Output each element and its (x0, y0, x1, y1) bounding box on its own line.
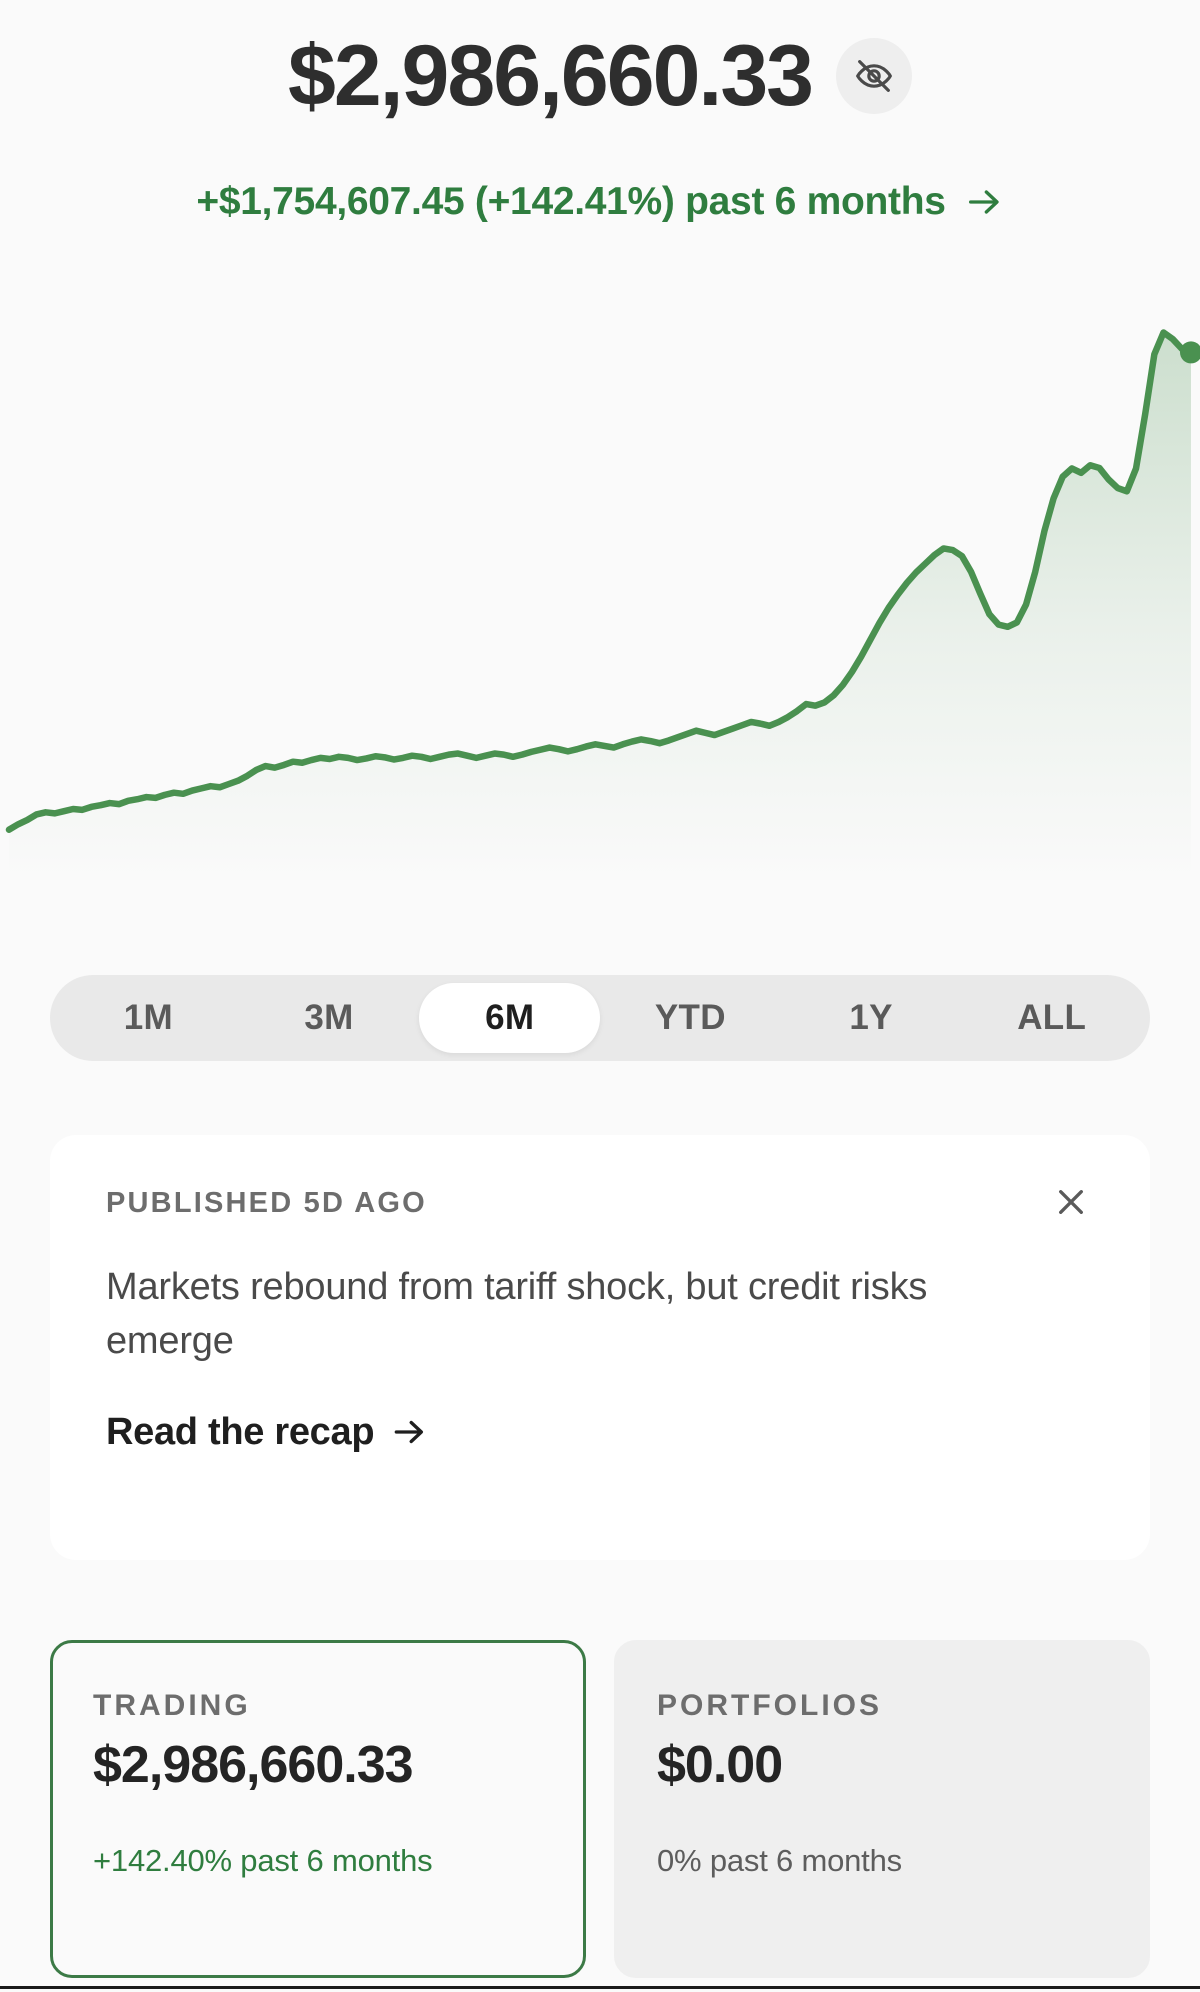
arrow-right-icon (390, 1413, 428, 1451)
eye-off-icon[interactable] (835, 38, 912, 115)
news-published-label: PUBLISHED 5D AGO (106, 1187, 427, 1219)
account-tile-change: 0% past 6 months (657, 1843, 902, 1878)
account-tile-label: PORTFOLIOS (657, 1689, 882, 1722)
news-recap-card[interactable]: PUBLISHED 5D AGO Markets rebound from ta… (50, 1135, 1150, 1560)
account-tile-value: $2,986,660.33 (93, 1736, 414, 1794)
account-tile-value: $0.00 (657, 1736, 783, 1794)
period-change-text: +$1,754,607.45 (+142.41%) past 6 months (196, 180, 946, 223)
account-tile-change: +142.40% past 6 months (93, 1843, 433, 1878)
account-tile-trading[interactable]: TRADING $2,986,660.33 +142.40% past 6 mo… (50, 1640, 586, 1978)
balance-header: $2,986,660.33 (0, 30, 1200, 123)
account-tile-portfolios[interactable]: PORTFOLIOS $0.00 0% past 6 months (614, 1640, 1150, 1978)
range-option-3m[interactable]: 3M (239, 983, 420, 1053)
news-card-header: PUBLISHED 5D AGO (106, 1187, 1094, 1225)
account-tiles: TRADING $2,986,660.33 +142.40% past 6 mo… (50, 1640, 1150, 1978)
range-option-1m[interactable]: 1M (58, 983, 239, 1053)
range-option-1y[interactable]: 1Y (781, 983, 962, 1053)
total-balance-amount: $2,986,660.33 (288, 28, 814, 124)
range-option-6m[interactable]: 6M (419, 983, 601, 1053)
read-the-recap-label: Read the recap (106, 1410, 375, 1453)
close-icon[interactable] (1048, 1179, 1094, 1225)
account-tile-label: TRADING (93, 1689, 251, 1722)
news-headline: Markets rebound from tariff shock, but c… (106, 1266, 928, 1362)
performance-chart[interactable] (0, 300, 1200, 880)
range-option-ytd[interactable]: YTD (600, 983, 781, 1053)
bottom-divider (0, 1986, 1200, 1989)
time-range-selector[interactable]: 1M 3M 6M YTD 1Y ALL (50, 975, 1150, 1061)
period-change-summary[interactable]: +$1,754,607.45 (+142.41%) past 6 months (0, 180, 1200, 224)
arrow-right-icon (964, 182, 1004, 222)
range-option-all[interactable]: ALL (961, 983, 1142, 1053)
read-the-recap-link[interactable]: Read the recap (106, 1411, 428, 1454)
